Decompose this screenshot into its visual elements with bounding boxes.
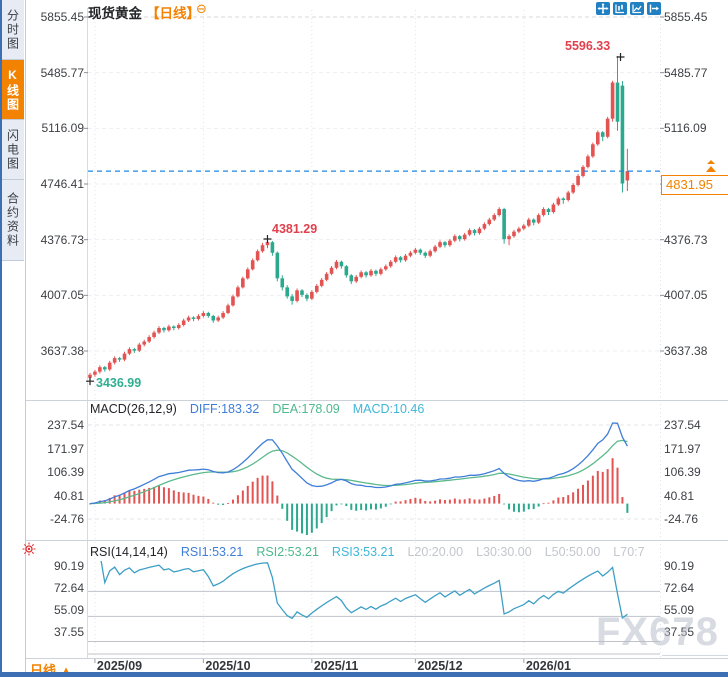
macd-axis-label: -24.76 xyxy=(664,512,699,526)
x-axis-label: 2025/09 xyxy=(96,659,143,673)
y-axis-label: 4007.05 xyxy=(40,288,84,303)
rsi-header: RSI(14,14,14) RSI1:53.21 RSI2:53.21 RSI3… xyxy=(90,545,662,559)
macd-axis-label: 171.97 xyxy=(664,441,701,456)
x-axis-label: 2026/01 xyxy=(525,659,572,673)
sidebar-tab-timeline[interactable]: 分时图 xyxy=(2,0,24,60)
y-axis-label: 5485.77 xyxy=(40,65,84,80)
macd-axis-label: 171.97 xyxy=(47,441,84,456)
rsi-axis-label: 55.09 xyxy=(664,603,695,617)
sidebar-tab-contract-info[interactable]: 合约资料 xyxy=(2,180,24,261)
sidebar: 分时图 K线图 闪电图 合约资料 xyxy=(2,0,26,672)
macd-axis-label: 237.54 xyxy=(47,418,84,432)
y-axis-label: 4376.73 xyxy=(40,232,84,247)
macd-macd-value: MACD:10.46 xyxy=(352,402,425,416)
y-axis-label: 4007.05 xyxy=(664,288,708,303)
macd-axis-label: 106.39 xyxy=(47,465,84,479)
rsi-axis-label: 55.09 xyxy=(53,603,84,617)
macd-axis-label: 237.54 xyxy=(664,418,701,432)
y-axis-label: 5116.09 xyxy=(41,121,85,136)
sidebar-tab-candlestick[interactable]: K线图 xyxy=(2,60,24,120)
y-axis-label: 5855.45 xyxy=(40,10,84,24)
rsi-l50-value: L50:50.00 xyxy=(544,545,601,559)
pane-separator xyxy=(26,400,728,401)
sidebar-tab-lightning[interactable]: 闪电图 xyxy=(2,120,24,180)
rsi-l30-value: L30:30.00 xyxy=(476,545,532,559)
rsi3-value: RSI3:53.21 xyxy=(331,545,395,559)
watermark: FX678 xyxy=(596,610,719,654)
window-bottom-bar xyxy=(0,672,728,677)
rsi-axis-label: 37.55 xyxy=(664,625,695,639)
period-label: 【日线】 xyxy=(146,6,200,21)
y-axis-label: 3637.38 xyxy=(664,344,708,358)
y-axis-label: 4376.73 xyxy=(664,232,708,247)
price-up-arrows-icon xyxy=(706,160,716,172)
macd-axis-label: -24.76 xyxy=(49,512,84,526)
annotation-swing-high-price: 4381.29 xyxy=(272,222,318,236)
macd-diff-value: DIFF:183.32 xyxy=(189,402,260,416)
chart-toolbar xyxy=(596,2,661,15)
indicator-alert-icon[interactable] xyxy=(22,542,36,556)
candlestick-view-icon[interactable] xyxy=(613,2,627,15)
macd-params: MACD(26,12,9) xyxy=(90,402,177,416)
pane-separator xyxy=(26,540,728,541)
y-axis-label: 4746.41 xyxy=(40,177,84,191)
rsi-axis-label: 37.55 xyxy=(53,625,84,639)
macd-dea-value: DEA:178.09 xyxy=(272,402,340,416)
collapse-icon[interactable]: ⊖ xyxy=(196,1,207,16)
macd-header: MACD(26,12,9) DIFF:183.32 DEA:178.09 MAC… xyxy=(90,402,424,416)
rsi-axis-label: 90.19 xyxy=(53,559,84,573)
rsi-l20-value: L20:20.00 xyxy=(407,545,464,559)
macd-axis-label: 40.81 xyxy=(53,488,84,503)
x-axis-label: 2025/11 xyxy=(313,659,359,673)
rsi1-value: RSI1:53.21 xyxy=(180,545,244,559)
rsi-axis-label: 72.64 xyxy=(53,581,84,595)
line-chart-view-icon[interactable] xyxy=(630,2,644,15)
rsi-axis-label: 72.64 xyxy=(664,581,695,595)
rsi-params: RSI(14,14,14) xyxy=(90,545,168,559)
macd-axis-label: 106.39 xyxy=(664,465,701,479)
symbol-title: 现货黄金 xyxy=(88,6,142,21)
y-axis-label: 5485.77 xyxy=(664,65,708,80)
collapse-panel-icon[interactable] xyxy=(647,2,661,15)
pan-cross-icon[interactable] xyxy=(596,2,610,15)
macd-axis-label: 40.81 xyxy=(664,488,695,503)
x-axis-label: 2025/12 xyxy=(417,659,463,673)
annotation-high-price: 5596.33 xyxy=(565,39,611,53)
y-axis-label: 5116.09 xyxy=(664,121,707,136)
pane-separator xyxy=(26,658,728,659)
annotation-low-price: 3436.99 xyxy=(96,376,142,390)
axis-corner-line xyxy=(662,655,728,656)
last-price-badge: 4831.95 xyxy=(661,175,728,195)
window-left-accent xyxy=(0,0,2,677)
y-axis-label: 3637.38 xyxy=(40,344,84,358)
x-axis-label: 2025/10 xyxy=(205,659,251,673)
rsi2-value: RSI2:53.21 xyxy=(256,545,319,559)
y-axis-label: 5855.45 xyxy=(664,10,708,24)
rsi-l70-value: L70:7 xyxy=(613,545,645,559)
rsi-axis-label: 90.19 xyxy=(664,559,695,573)
